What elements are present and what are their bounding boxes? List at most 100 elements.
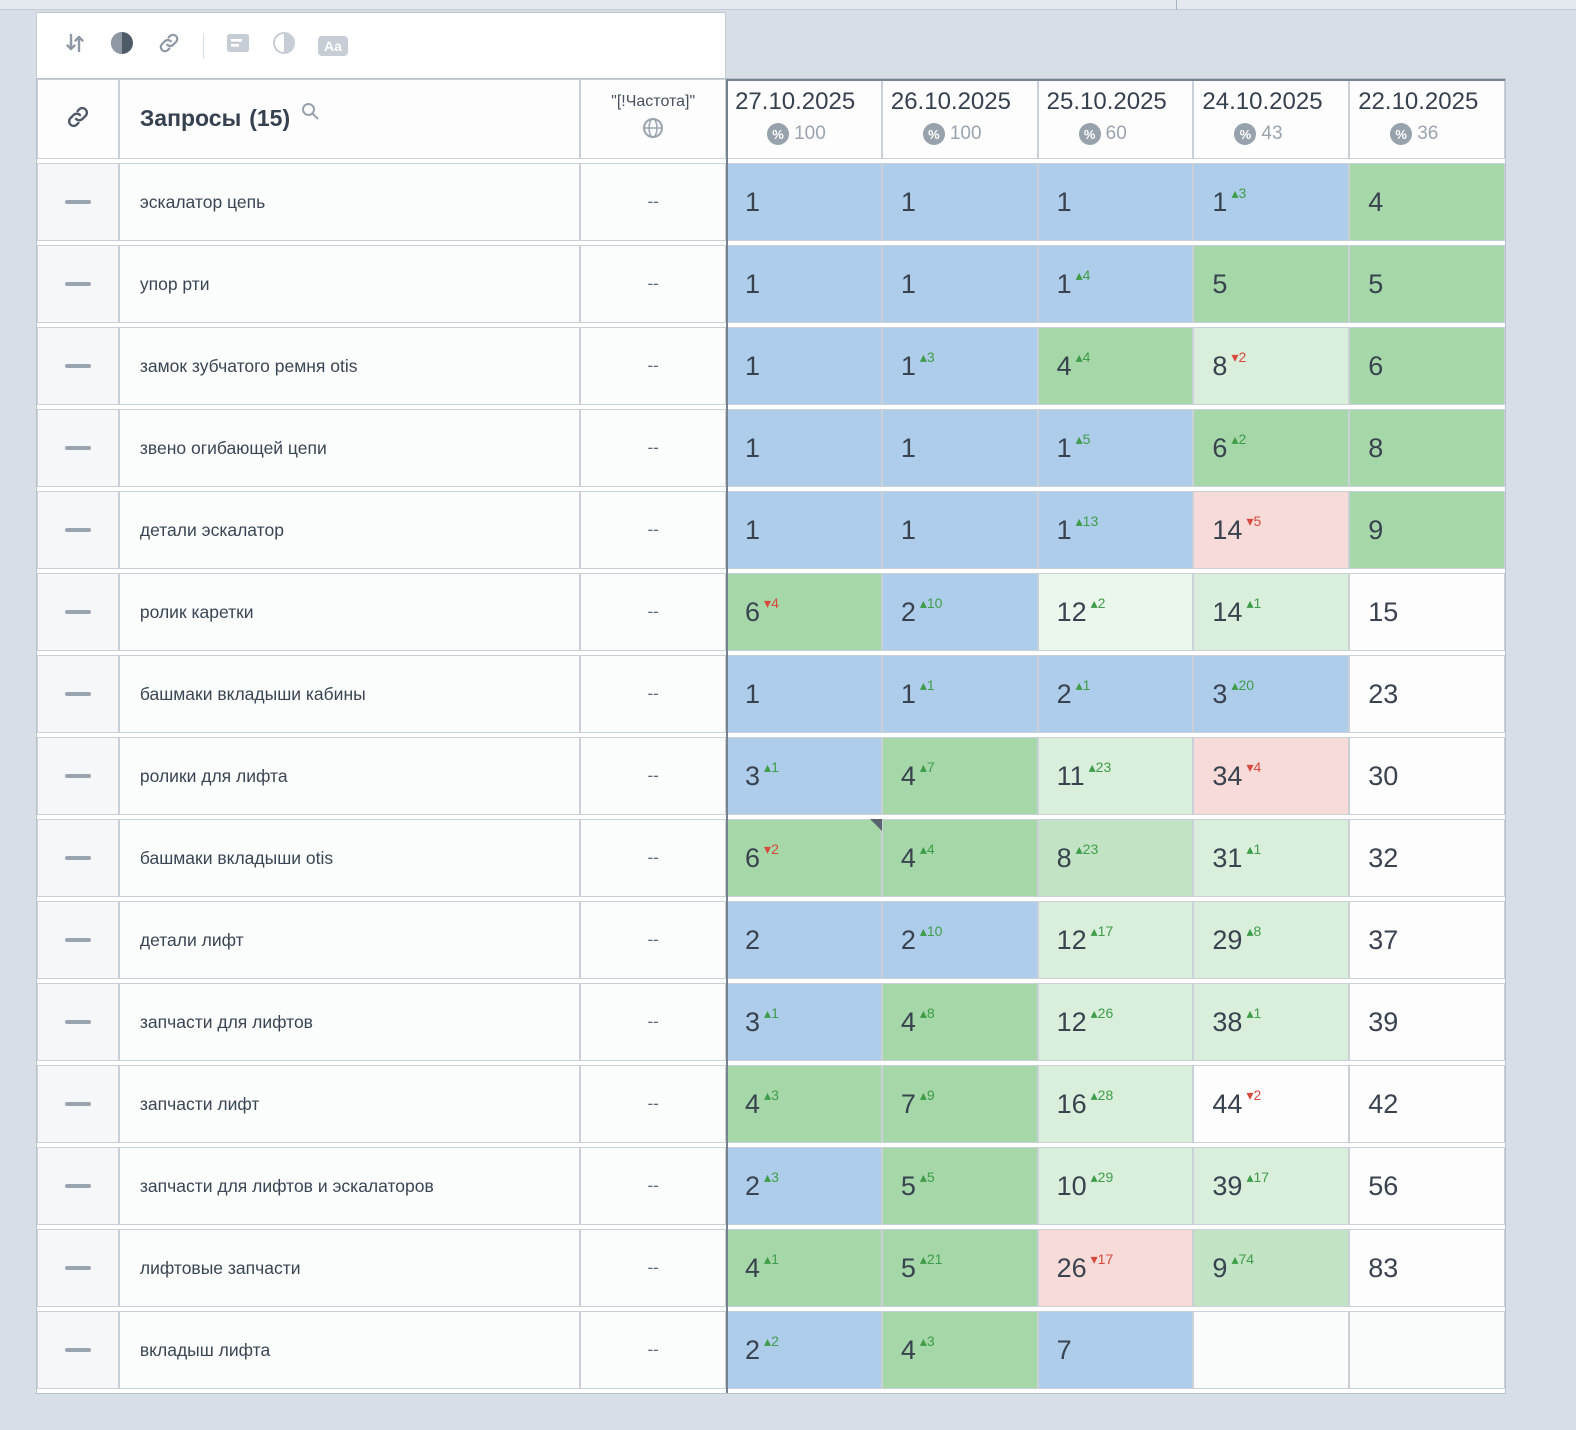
position-cell[interactable]: 1 ▴1: [881, 655, 1038, 733]
query-label[interactable]: ролик каретки: [118, 573, 581, 651]
contrast-icon[interactable]: [272, 31, 296, 60]
query-label[interactable]: вкладыш лифта: [118, 1311, 581, 1389]
position-cell[interactable]: 2 ▴1: [1037, 655, 1194, 733]
position-cell[interactable]: 7: [1037, 1311, 1194, 1389]
position-cell[interactable]: 4 ▴4: [1037, 327, 1194, 405]
position-cell[interactable]: 56: [1349, 1147, 1505, 1225]
card-icon[interactable]: [226, 33, 250, 58]
query-label[interactable]: лифтовые запчасти: [118, 1229, 581, 1307]
position-cell[interactable]: 29 ▴8: [1193, 901, 1350, 979]
position-cell[interactable]: 2 ▴3: [726, 1147, 882, 1225]
position-cell[interactable]: 1: [881, 245, 1038, 323]
query-label[interactable]: ролики для лифта: [118, 737, 581, 815]
row-handle-cell[interactable]: [37, 1311, 119, 1389]
position-cell[interactable]: 1: [881, 409, 1038, 487]
row-handle-cell[interactable]: [37, 1147, 119, 1225]
position-cell[interactable]: 8 ▾2: [1193, 327, 1350, 405]
view-toggle-icon[interactable]: [109, 30, 135, 61]
position-cell[interactable]: 23: [1349, 655, 1505, 733]
sort-icon[interactable]: [63, 31, 87, 60]
position-cell[interactable]: 5 ▴5: [881, 1147, 1038, 1225]
position-cell[interactable]: 12 ▴26: [1037, 983, 1194, 1061]
position-cell[interactable]: 2 ▴10: [881, 901, 1038, 979]
position-cell[interactable]: 1: [726, 491, 882, 569]
position-cell[interactable]: 1: [726, 655, 882, 733]
search-icon[interactable]: [300, 101, 320, 127]
row-handle-cell[interactable]: [37, 1229, 119, 1307]
query-label[interactable]: замок зубчатого ремня otis: [118, 327, 581, 405]
row-handle-cell[interactable]: [37, 819, 119, 897]
query-label[interactable]: упор рти: [118, 245, 581, 323]
position-cell[interactable]: 38 ▴1: [1193, 983, 1350, 1061]
position-cell[interactable]: 1 ▴5: [1037, 409, 1194, 487]
position-cell[interactable]: 30: [1349, 737, 1505, 815]
date-column-header[interactable]: 26.10.2025 100: [881, 79, 1038, 159]
link-column-header[interactable]: [37, 79, 119, 159]
position-cell[interactable]: 6: [1349, 327, 1505, 405]
query-label[interactable]: запчасти для лифтов: [118, 983, 581, 1061]
position-cell[interactable]: 31 ▴1: [1193, 819, 1350, 897]
position-cell[interactable]: 1: [881, 491, 1038, 569]
row-handle-cell[interactable]: [37, 327, 119, 405]
position-cell[interactable]: 7 ▴9: [881, 1065, 1038, 1143]
position-cell[interactable]: 1: [726, 327, 882, 405]
row-handle-cell[interactable]: [37, 245, 119, 323]
position-cell[interactable]: 39: [1349, 983, 1505, 1061]
position-cell[interactable]: 4 ▴8: [881, 983, 1038, 1061]
position-cell[interactable]: [1349, 1311, 1505, 1389]
position-cell[interactable]: 5: [1349, 245, 1505, 323]
position-cell[interactable]: 14 ▾5: [1193, 491, 1350, 569]
position-cell[interactable]: 26 ▾17: [1037, 1229, 1194, 1307]
date-column-header[interactable]: 25.10.2025 60: [1037, 79, 1194, 159]
position-cell[interactable]: 4 ▴7: [881, 737, 1038, 815]
row-handle-cell[interactable]: [37, 655, 119, 733]
row-handle-cell[interactable]: [37, 163, 119, 241]
position-cell[interactable]: 12 ▴17: [1037, 901, 1194, 979]
position-cell[interactable]: 37: [1349, 901, 1505, 979]
position-cell[interactable]: 1: [726, 409, 882, 487]
query-label[interactable]: запчасти для лифтов и эскалаторов: [118, 1147, 581, 1225]
position-cell[interactable]: 16 ▴28: [1037, 1065, 1194, 1143]
date-column-header[interactable]: 27.10.2025 100: [726, 79, 882, 159]
position-cell[interactable]: 14 ▴1: [1193, 573, 1350, 651]
query-label[interactable]: эскалатор цепь: [118, 163, 581, 241]
position-cell[interactable]: 15: [1349, 573, 1505, 651]
position-cell[interactable]: 6 ▾2: [726, 819, 882, 897]
position-cell[interactable]: 1: [726, 245, 882, 323]
queries-column-header[interactable]: Запросы (15): [118, 79, 581, 159]
position-cell[interactable]: 6 ▴2: [1193, 409, 1350, 487]
position-cell[interactable]: 8: [1349, 409, 1505, 487]
position-cell[interactable]: 3 ▴1: [726, 983, 882, 1061]
position-cell[interactable]: 83: [1349, 1229, 1505, 1307]
date-column-header[interactable]: 22.10.2025 36: [1349, 79, 1505, 159]
position-cell[interactable]: 3 ▴1: [726, 737, 882, 815]
query-label[interactable]: звено огибающей цепи: [118, 409, 581, 487]
position-cell[interactable]: 1 ▴13: [1037, 491, 1194, 569]
row-handle-cell[interactable]: [37, 737, 119, 815]
text-case-icon[interactable]: Aa: [318, 35, 348, 56]
position-cell[interactable]: 34 ▾4: [1193, 737, 1350, 815]
position-cell[interactable]: 2: [726, 901, 882, 979]
query-label[interactable]: башмаки вкладыши кабины: [118, 655, 581, 733]
frequency-column-header[interactable]: "[!Частота]": [580, 79, 727, 159]
position-cell[interactable]: 4 ▴1: [726, 1229, 882, 1307]
position-cell[interactable]: 6 ▾4: [726, 573, 882, 651]
link-icon[interactable]: [157, 31, 181, 60]
position-cell[interactable]: 4 ▴3: [726, 1065, 882, 1143]
position-cell[interactable]: 1 ▴3: [1193, 163, 1350, 241]
position-cell[interactable]: 9: [1349, 491, 1505, 569]
row-handle-cell[interactable]: [37, 901, 119, 979]
row-handle-cell[interactable]: [37, 983, 119, 1061]
position-cell[interactable]: 32: [1349, 819, 1505, 897]
position-cell[interactable]: 12 ▴2: [1037, 573, 1194, 651]
query-label[interactable]: башмаки вкладыши otis: [118, 819, 581, 897]
position-cell[interactable]: 1 ▴3: [881, 327, 1038, 405]
position-cell[interactable]: 4 ▴3: [881, 1311, 1038, 1389]
position-cell[interactable]: 2 ▴2: [726, 1311, 882, 1389]
position-cell[interactable]: 42: [1349, 1065, 1505, 1143]
position-cell[interactable]: 5: [1193, 245, 1350, 323]
query-label[interactable]: детали эскалатор: [118, 491, 581, 569]
position-cell[interactable]: 1 ▴4: [1037, 245, 1194, 323]
row-handle-cell[interactable]: [37, 409, 119, 487]
position-cell[interactable]: 3 ▴20: [1193, 655, 1350, 733]
